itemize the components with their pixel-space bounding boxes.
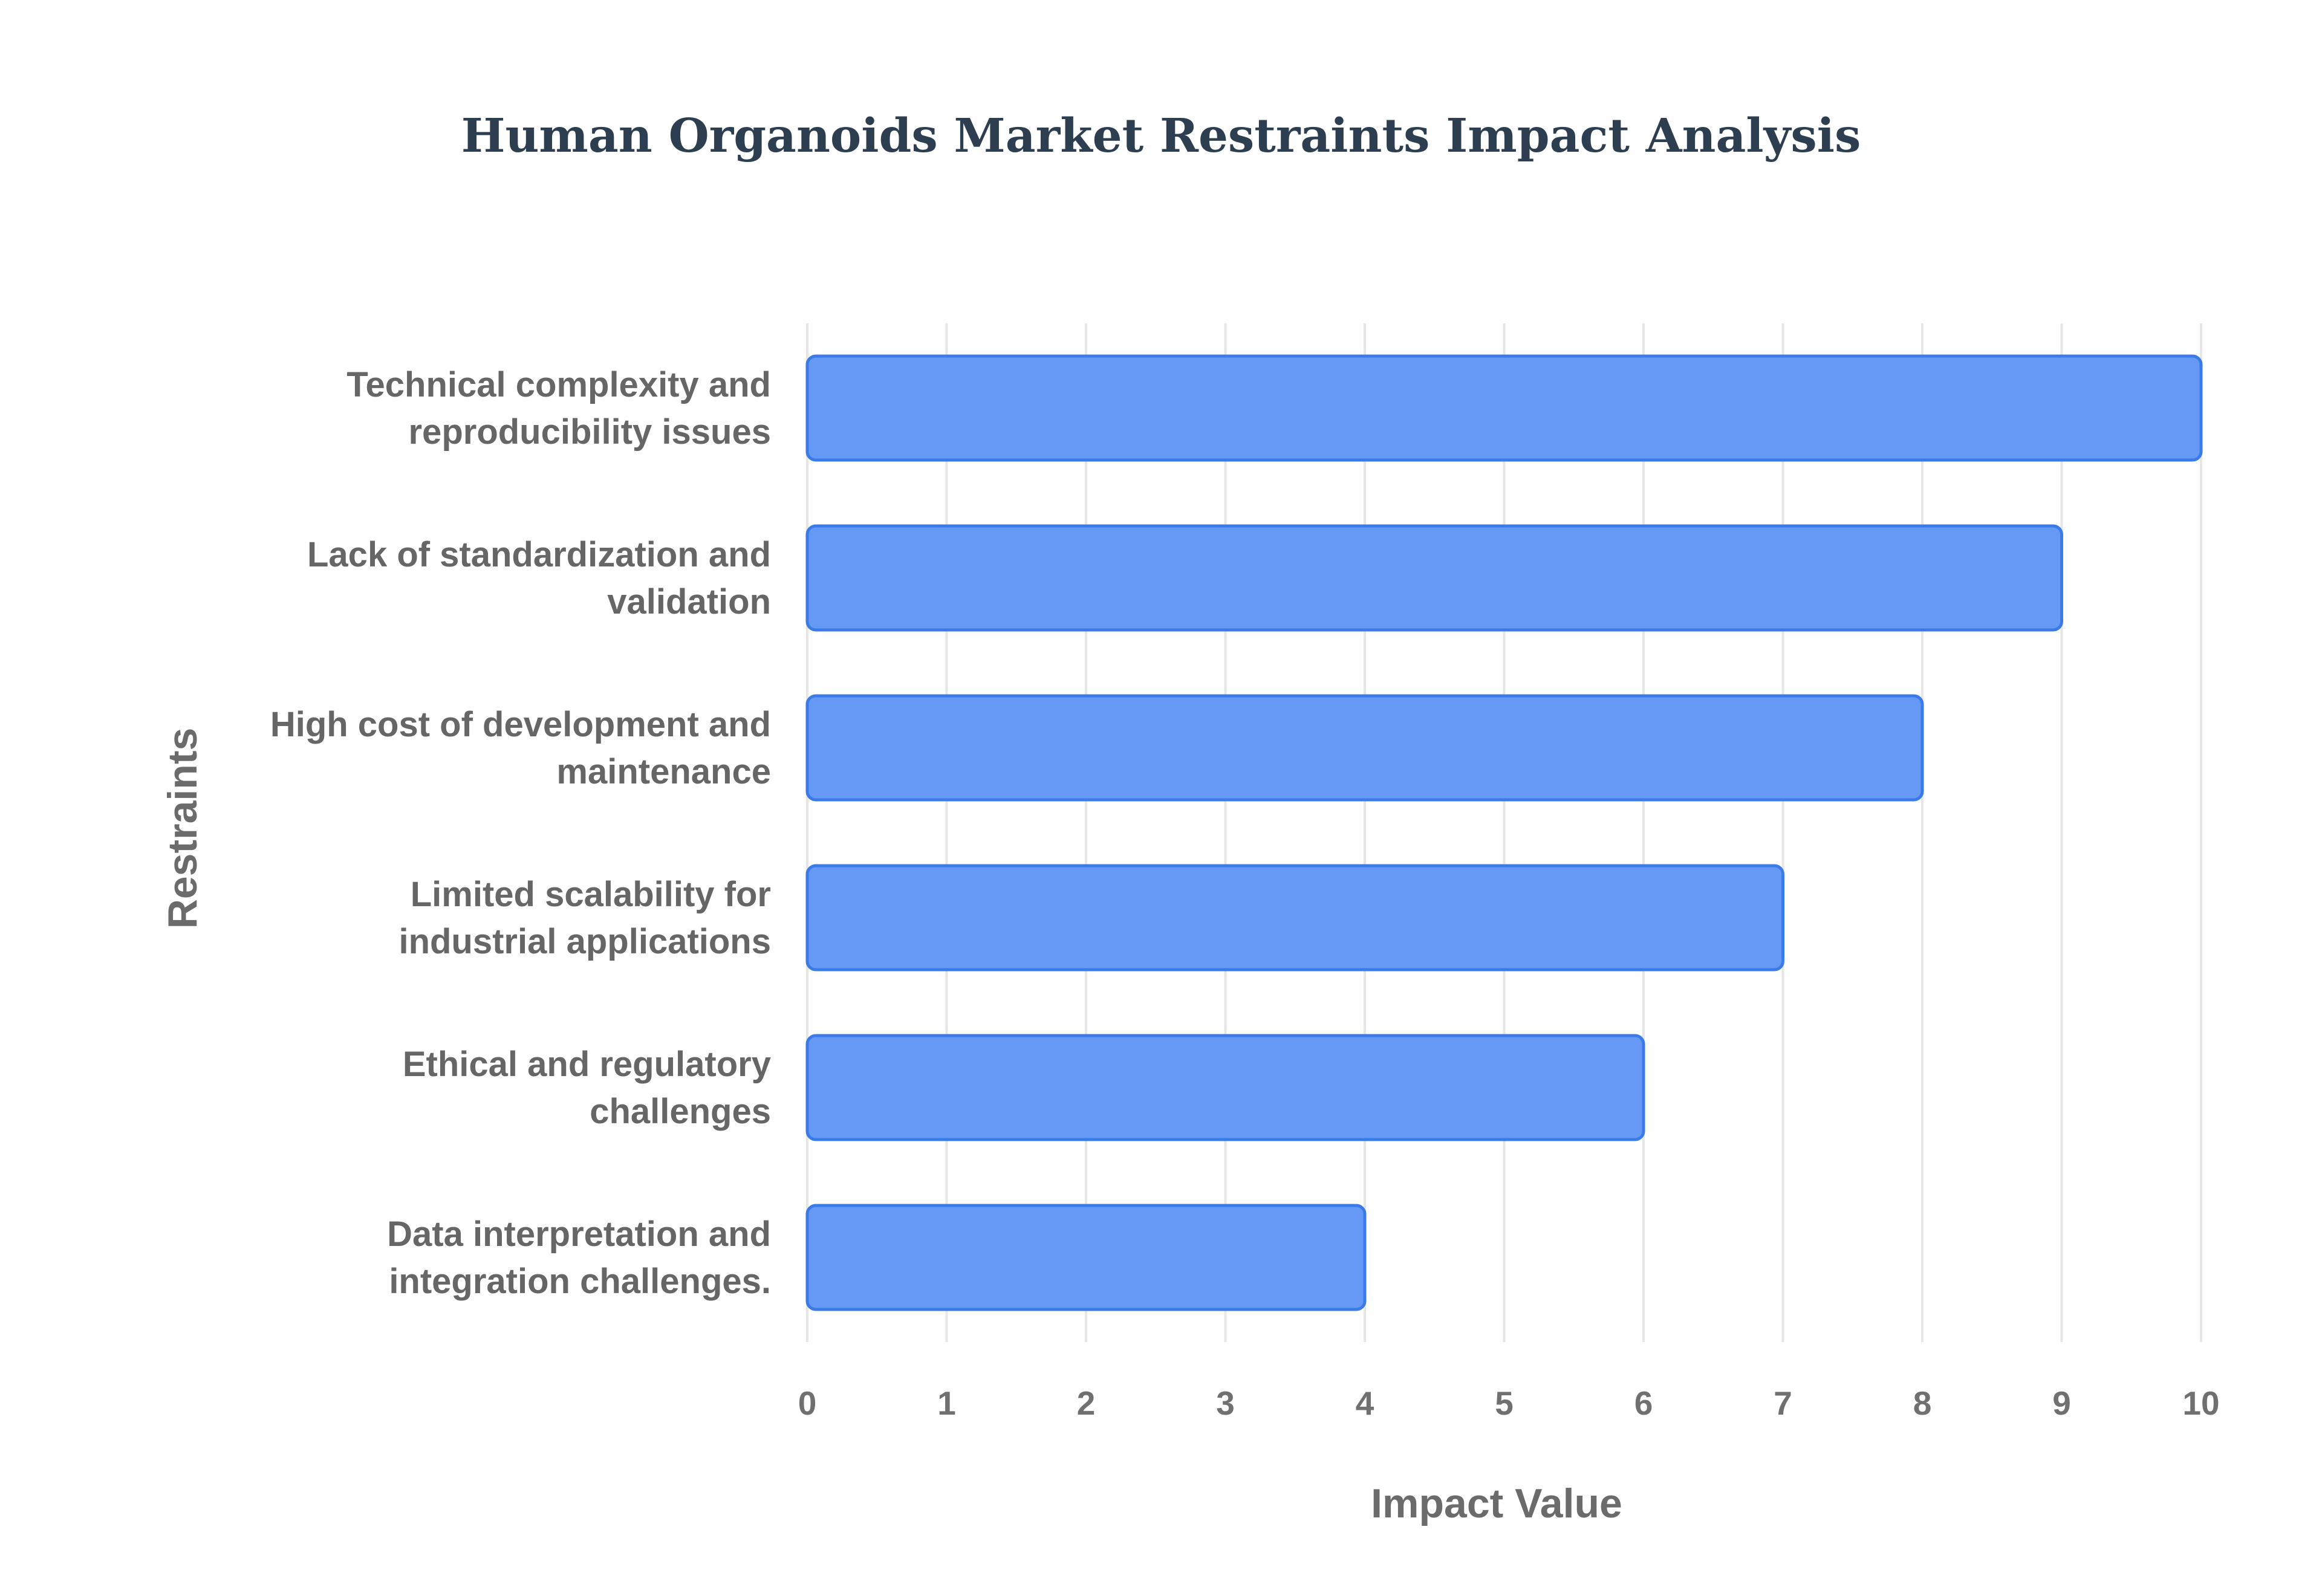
x-tick-label: 2 [1077,1384,1096,1422]
bar [805,524,2063,632]
bars [805,354,2203,1311]
x-tick-label: 8 [1913,1384,1932,1422]
category-label: industrial applications [398,922,771,961]
bar [805,1204,1367,1311]
x-axis-title: Impact Value [1371,1481,1622,1526]
category-label: High cost of development and [270,705,771,744]
x-tick-label: 1 [937,1384,956,1422]
category-label: reproducibility issues [408,412,771,452]
x-tick-labels: 0 1 2 3 4 5 6 7 8 9 10 [798,1384,2220,1422]
x-tick-label: 10 [2182,1384,2219,1422]
grid-lines [806,323,2202,1342]
category-label: Lack of standardization and [307,535,771,574]
category-label: Limited scalability for [411,875,771,914]
category-labels: Technical complexity and reproducibility … [270,365,771,1301]
category-label: integration challenges. [389,1262,771,1301]
x-tick-label: 6 [1634,1384,1653,1422]
x-tick-label: 3 [1216,1384,1235,1422]
bar [805,694,1924,802]
bar [805,1034,1645,1141]
category-label: Technical complexity and [346,365,771,404]
x-tick-label: 5 [1495,1384,1514,1422]
x-tick-label: 7 [1774,1384,1792,1422]
category-label: challenges [590,1092,771,1131]
x-tick-label: 9 [2052,1384,2071,1422]
category-label: validation [607,582,771,621]
bar [805,354,2203,462]
x-tick-label: 4 [1356,1384,1374,1422]
x-tick-label: 0 [798,1384,817,1422]
bar [805,864,1784,972]
chart-title: Human Organoids Market Restraints Impact… [461,109,1861,163]
category-label: maintenance [556,752,771,791]
y-axis-title: Restraints [160,728,206,929]
category-label: Ethical and regulatory [403,1045,771,1084]
category-label: Data interpretation and [387,1215,771,1254]
